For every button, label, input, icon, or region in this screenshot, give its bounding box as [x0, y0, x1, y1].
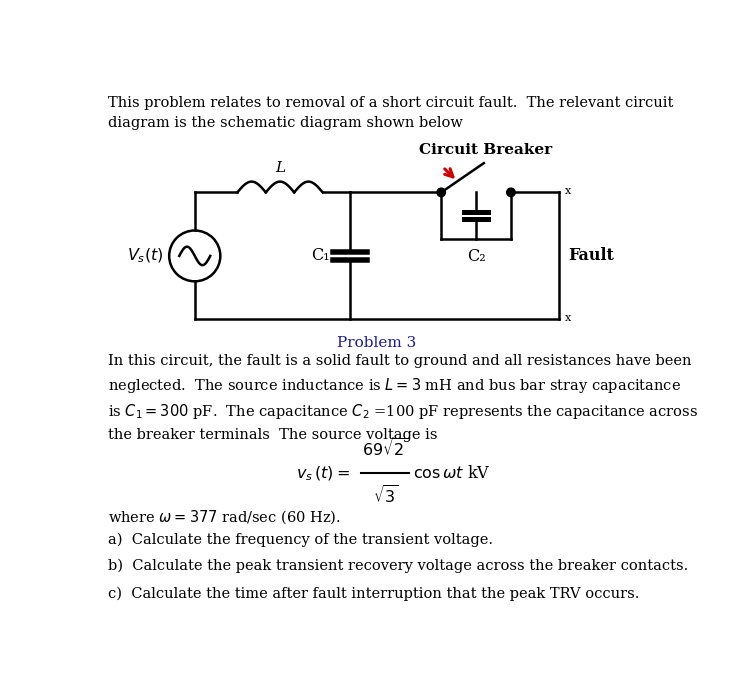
Text: This problem relates to removal of a short circuit fault.  The relevant circuit
: This problem relates to removal of a sho…: [108, 96, 673, 129]
Text: x: x: [566, 313, 572, 323]
Text: Problem 3: Problem 3: [337, 336, 417, 350]
Text: $69\sqrt{2}$: $69\sqrt{2}$: [362, 439, 408, 461]
Text: x: x: [566, 186, 572, 196]
Text: $\cos\omega t$ kV: $\cos\omega t$ kV: [414, 465, 491, 482]
Text: Circuit Breaker: Circuit Breaker: [419, 143, 552, 157]
Circle shape: [437, 188, 445, 197]
Text: a)  Calculate the frequency of the transient voltage.: a) Calculate the frequency of the transi…: [108, 533, 493, 547]
Text: C₂: C₂: [467, 248, 486, 265]
Text: $\sqrt{3}$: $\sqrt{3}$: [372, 486, 399, 508]
Circle shape: [507, 188, 515, 197]
Text: C₁: C₁: [311, 248, 329, 264]
Text: c)  Calculate the time after fault interruption that the peak TRV occurs.: c) Calculate the time after fault interr…: [108, 587, 639, 601]
Text: In this circuit, the fault is a solid fault to ground and all resistances have b: In this circuit, the fault is a solid fa…: [108, 354, 698, 441]
Text: $V_s(t)$: $V_s(t)$: [127, 247, 164, 265]
Text: L: L: [275, 161, 285, 176]
Text: where $\omega = 377$ rad/sec (60 Hz).: where $\omega = 377$ rad/sec (60 Hz).: [108, 508, 341, 526]
Text: $v_s\,(t) =$: $v_s\,(t) =$: [296, 464, 350, 482]
Text: Fault: Fault: [569, 248, 614, 264]
Text: b)  Calculate the peak transient recovery voltage across the breaker contacts.: b) Calculate the peak transient recovery…: [108, 559, 688, 573]
